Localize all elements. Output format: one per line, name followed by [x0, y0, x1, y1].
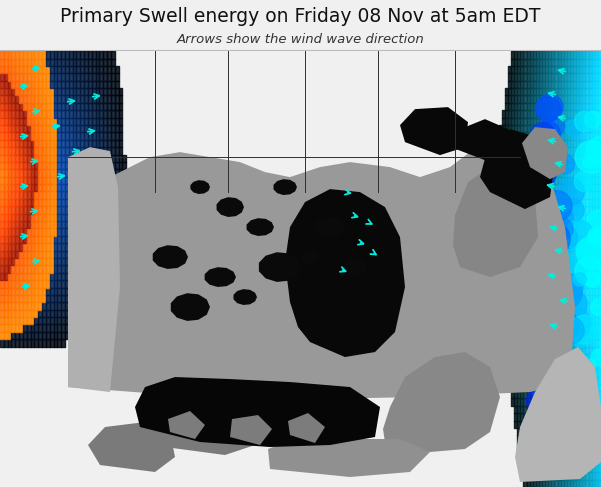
Circle shape [557, 317, 584, 344]
Circle shape [554, 226, 578, 249]
Circle shape [548, 207, 573, 233]
Circle shape [574, 336, 586, 348]
Polygon shape [259, 252, 302, 282]
Circle shape [585, 112, 601, 128]
Polygon shape [400, 107, 468, 155]
Circle shape [575, 171, 595, 192]
Circle shape [516, 245, 549, 278]
Circle shape [523, 183, 537, 196]
Polygon shape [453, 167, 538, 277]
Polygon shape [480, 129, 555, 209]
Circle shape [586, 136, 601, 165]
Polygon shape [160, 392, 260, 455]
Polygon shape [273, 179, 297, 195]
Polygon shape [88, 422, 175, 472]
Circle shape [561, 199, 584, 222]
Circle shape [520, 155, 556, 191]
Circle shape [557, 306, 591, 340]
Circle shape [551, 218, 573, 240]
Circle shape [555, 274, 583, 301]
Polygon shape [300, 250, 320, 264]
Circle shape [526, 390, 548, 412]
Circle shape [576, 386, 594, 404]
Polygon shape [68, 147, 575, 399]
Polygon shape [135, 377, 380, 447]
Circle shape [551, 278, 582, 309]
Polygon shape [344, 259, 367, 275]
Polygon shape [68, 147, 120, 392]
Circle shape [545, 300, 564, 319]
Polygon shape [171, 293, 210, 321]
Circle shape [575, 141, 601, 173]
Polygon shape [285, 189, 405, 357]
Polygon shape [230, 415, 272, 445]
Circle shape [537, 370, 560, 393]
Circle shape [531, 122, 555, 147]
Polygon shape [456, 119, 510, 162]
Circle shape [573, 273, 587, 286]
Circle shape [564, 220, 594, 250]
Circle shape [555, 154, 575, 174]
Circle shape [543, 281, 561, 298]
Text: Primary Swell energy on Friday 08 Nov at 5am EDT: Primary Swell energy on Friday 08 Nov at… [60, 7, 541, 26]
Circle shape [585, 271, 600, 287]
Circle shape [537, 122, 560, 145]
Circle shape [589, 228, 601, 242]
Circle shape [538, 233, 558, 254]
Circle shape [546, 310, 579, 343]
Circle shape [526, 159, 554, 186]
Polygon shape [168, 411, 205, 439]
Circle shape [540, 248, 560, 267]
Polygon shape [153, 245, 188, 269]
Circle shape [583, 157, 593, 167]
Circle shape [587, 227, 601, 247]
Circle shape [576, 236, 601, 269]
Circle shape [532, 375, 562, 405]
Circle shape [543, 302, 570, 329]
Circle shape [557, 289, 587, 319]
Circle shape [587, 210, 601, 235]
Circle shape [535, 378, 552, 394]
Polygon shape [268, 437, 430, 477]
Polygon shape [246, 218, 274, 236]
Polygon shape [191, 180, 210, 194]
Circle shape [557, 178, 584, 206]
Polygon shape [522, 127, 568, 179]
Circle shape [539, 230, 561, 252]
Circle shape [528, 364, 545, 382]
Circle shape [576, 240, 595, 258]
Polygon shape [288, 413, 325, 443]
Polygon shape [216, 197, 244, 217]
Circle shape [584, 359, 596, 371]
Circle shape [590, 300, 601, 316]
Circle shape [570, 315, 599, 344]
Circle shape [539, 210, 559, 230]
Circle shape [545, 116, 565, 136]
Polygon shape [233, 289, 257, 305]
Text: Arrows show the wind wave direction: Arrows show the wind wave direction [177, 34, 424, 46]
Circle shape [591, 349, 601, 366]
Polygon shape [383, 352, 500, 452]
Circle shape [541, 191, 572, 222]
Circle shape [535, 222, 570, 257]
Circle shape [535, 96, 561, 122]
Circle shape [575, 257, 601, 285]
Polygon shape [205, 267, 236, 287]
Circle shape [563, 255, 596, 288]
Circle shape [531, 141, 553, 163]
Polygon shape [315, 217, 346, 237]
Circle shape [537, 94, 563, 120]
Circle shape [575, 111, 595, 132]
Circle shape [534, 274, 563, 302]
Circle shape [565, 120, 582, 136]
Polygon shape [515, 347, 601, 482]
